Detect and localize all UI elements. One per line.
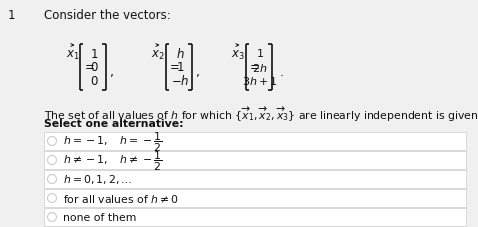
Text: $h = -1, \quad h = -\dfrac{1}{2}$: $h = -1, \quad h = -\dfrac{1}{2}$: [63, 130, 162, 153]
Text: $3h+1$: $3h+1$: [242, 75, 278, 87]
Text: 0: 0: [90, 75, 98, 88]
Text: 1: 1: [176, 61, 184, 74]
Text: ,: ,: [196, 66, 200, 79]
FancyBboxPatch shape: [44, 132, 466, 150]
Text: 0: 0: [90, 61, 98, 74]
Text: 1: 1: [90, 48, 98, 61]
Text: ,: ,: [110, 66, 114, 79]
FancyBboxPatch shape: [44, 170, 466, 188]
Text: .: .: [280, 66, 284, 79]
FancyBboxPatch shape: [44, 151, 466, 169]
Text: 1: 1: [257, 49, 263, 59]
Text: for all values of $h \neq 0$: for all values of $h \neq 0$: [63, 192, 179, 204]
FancyBboxPatch shape: [44, 208, 466, 226]
Text: The set of all values of $h$ for which $\{\overrightarrow{x}_1, \overrightarrow{: The set of all values of $h$ for which $…: [44, 106, 478, 123]
FancyBboxPatch shape: [44, 189, 466, 207]
Text: $h \neq -1, \quad h \neq -\dfrac{1}{2}$: $h \neq -1, \quad h \neq -\dfrac{1}{2}$: [63, 149, 162, 172]
Text: $x_1$: $x_1$: [66, 49, 80, 62]
Text: =: =: [170, 61, 180, 74]
Text: =: =: [250, 61, 260, 74]
Text: =: =: [85, 61, 95, 74]
Text: $-h$: $-h$: [171, 74, 189, 88]
Text: $2h$: $2h$: [252, 62, 268, 74]
Text: Select one alternative:: Select one alternative:: [44, 118, 184, 128]
Text: $x_3$: $x_3$: [231, 49, 245, 62]
Text: $h$: $h$: [176, 47, 185, 61]
Text: 1: 1: [8, 9, 15, 22]
Text: $x_2$: $x_2$: [151, 49, 165, 62]
Text: $h = 0, 1, 2, \ldots$: $h = 0, 1, 2, \ldots$: [63, 173, 132, 186]
Text: Consider the vectors:: Consider the vectors:: [44, 9, 171, 22]
Text: none of them: none of them: [63, 212, 136, 222]
